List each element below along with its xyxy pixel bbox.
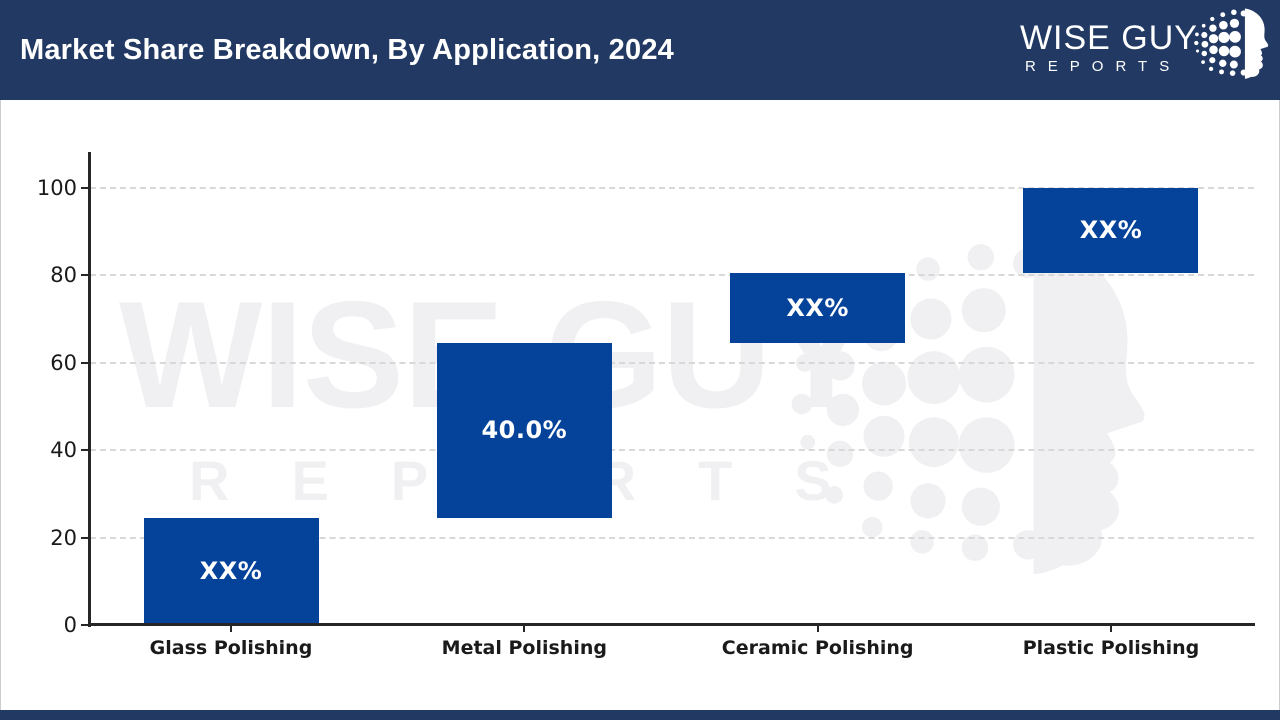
logo-subtext: REPORTS bbox=[1024, 57, 1182, 75]
bar-value-label: 40.0% bbox=[481, 416, 568, 445]
plot-area: 0 20 40 60 80 100 XX% Glass Polishing 40.0% Metal… bbox=[1, 100, 1280, 710]
y-tick-label: 100 bbox=[36, 175, 77, 200]
y-axis-tick bbox=[81, 624, 89, 626]
x-category-label: Plastic Polishing bbox=[1022, 637, 1200, 659]
y-tick-label: 60 bbox=[50, 350, 77, 375]
wiseguy-logo: WISE GUY REPORTS bbox=[1020, 6, 1272, 80]
footer-bar bbox=[0, 710, 1280, 720]
y-axis-tick bbox=[81, 186, 89, 189]
bar-value-label: XX% bbox=[786, 293, 849, 322]
bar-plastic-polishing: XX% bbox=[1023, 187, 1199, 273]
bar-value-label: XX% bbox=[1079, 216, 1143, 245]
x-category-label: Ceramic Polishing bbox=[721, 637, 914, 659]
x-category-label: Metal Polishing bbox=[441, 637, 607, 659]
gridline bbox=[90, 186, 1254, 189]
gridline bbox=[90, 274, 1254, 276]
chart-title: Market Share Breakdown, By Application, … bbox=[20, 33, 674, 66]
y-tick-label: 20 bbox=[50, 525, 77, 550]
y-axis-tick bbox=[81, 449, 89, 451]
y-axis-line bbox=[88, 152, 91, 627]
y-axis-tick bbox=[81, 536, 89, 539]
header-bar: Market Share Breakdown, By Application, … bbox=[0, 0, 1280, 100]
gridline bbox=[90, 536, 1254, 539]
x-axis-tick bbox=[230, 625, 232, 632]
x-axis-tick bbox=[816, 625, 819, 632]
y-axis-tick bbox=[81, 361, 89, 364]
wiseguy-face-icon bbox=[1194, 8, 1269, 79]
wiseguy-logo-text: WISE GUY REPORTS bbox=[1020, 21, 1198, 74]
bar-ceramic-polishing: XX% bbox=[730, 272, 906, 343]
y-tick-label: 0 bbox=[63, 613, 77, 637]
gridline bbox=[90, 449, 1254, 451]
gridline bbox=[90, 361, 1254, 364]
bar-value-label: XX% bbox=[199, 557, 263, 586]
x-axis-line bbox=[88, 623, 1255, 626]
x-axis-tick bbox=[523, 625, 526, 632]
bar-metal-polishing: 40.0% bbox=[436, 342, 612, 518]
x-category-label: Glass Polishing bbox=[149, 637, 313, 659]
y-axis-tick bbox=[81, 274, 89, 276]
logo-wordmark: WISE GUY bbox=[1019, 18, 1198, 57]
y-tick-label: 80 bbox=[50, 263, 77, 287]
x-axis-tick bbox=[1109, 625, 1112, 632]
bar-glass-polishing: XX% bbox=[143, 517, 319, 625]
y-tick-label: 40 bbox=[50, 438, 77, 462]
